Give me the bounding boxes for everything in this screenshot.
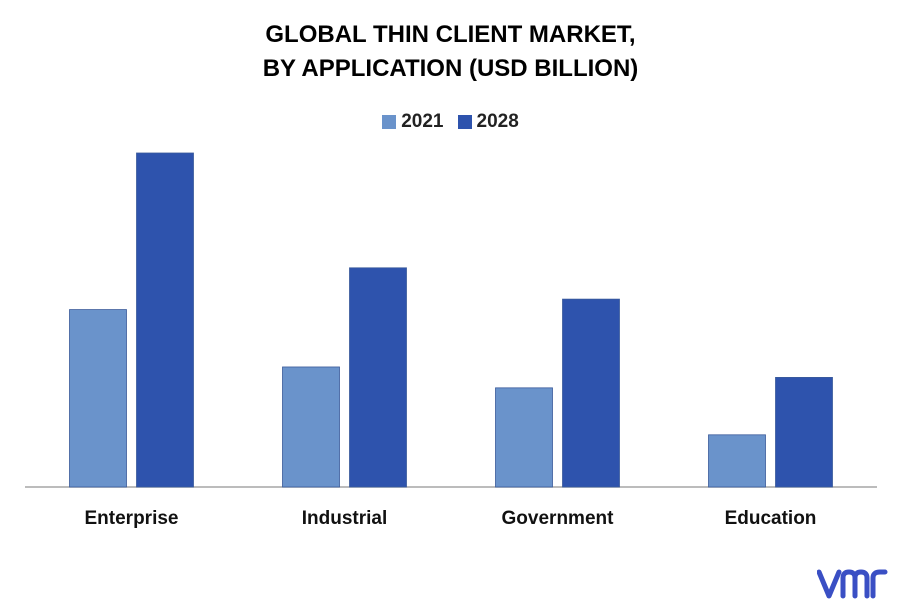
bar-enterprise-2028: [136, 152, 194, 488]
chart-title-line-2: BY APPLICATION (USD BILLION): [262, 55, 639, 82]
bar-government-2028: [562, 298, 620, 488]
legend-swatch-2028: [457, 115, 472, 129]
legend-swatch-2021: [382, 115, 397, 129]
x-tick-label-enterprise: Enterprise: [85, 508, 179, 529]
bar-enterprise-2021: [69, 309, 127, 488]
chart-title-line-1: GLOBAL THIN CLIENT MARKET,: [265, 21, 636, 48]
bar-industrial-2021: [282, 366, 340, 488]
bar-industrial-2028: [349, 267, 407, 488]
bar-education-2028: [775, 377, 833, 488]
x-tick-label-government: Government: [502, 508, 615, 529]
legend-item-2028: 2028: [457, 111, 519, 133]
x-tick-label-education: Education: [725, 508, 817, 529]
chart-legend: 2021 2028: [0, 111, 901, 133]
bar-government-2021: [495, 387, 553, 488]
chart-title: GLOBAL THIN CLIENT MARKET, BY APPLICATIO…: [0, 18, 901, 86]
legend-label-2028: 2028: [476, 111, 519, 132]
x-tick-label-industrial: Industrial: [302, 508, 388, 529]
bar-education-2021: [708, 434, 766, 488]
legend-item-2021: 2021: [382, 111, 444, 133]
vmr-logo-icon: [817, 569, 888, 599]
legend-label-2021: 2021: [401, 111, 444, 132]
